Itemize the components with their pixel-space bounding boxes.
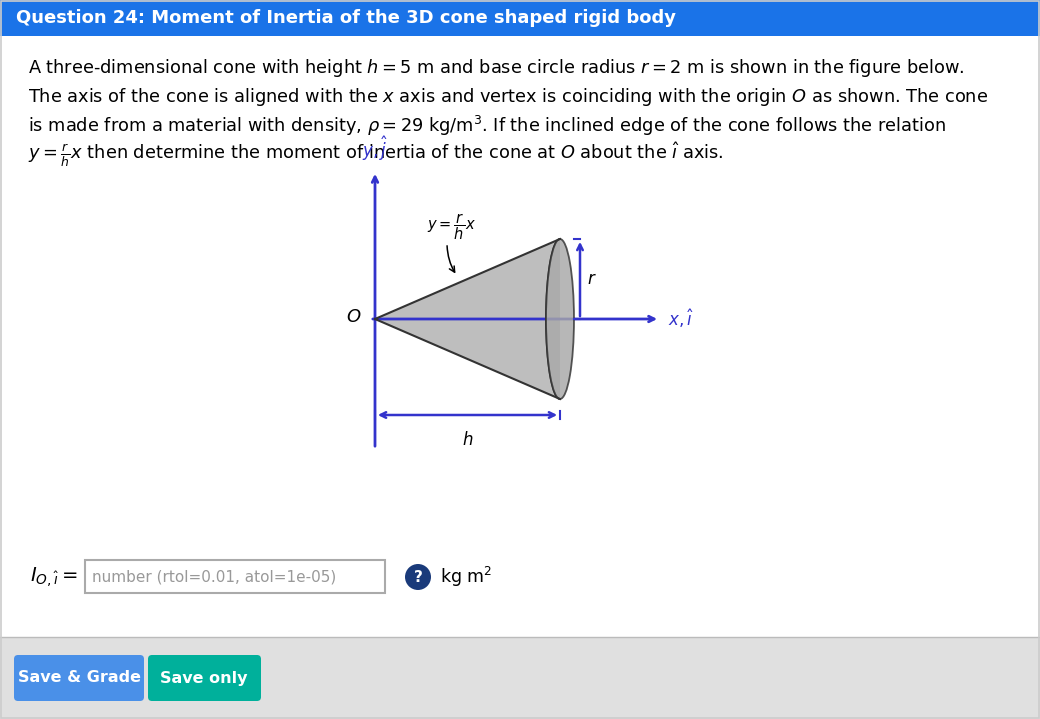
- Bar: [0, 0, 1040, 36]
- Text: $O$: $O$: [345, 308, 361, 326]
- Bar: [0, 637, 1040, 719]
- Text: Question 24: Moment of Inertia of the 3D cone shaped rigid body: Question 24: Moment of Inertia of the 3D…: [16, 9, 676, 27]
- Text: $y, \hat{j}$: $y, \hat{j}$: [362, 134, 388, 163]
- Circle shape: [405, 564, 431, 590]
- FancyBboxPatch shape: [148, 655, 261, 701]
- Text: $I_{O,\hat{\imath}} =$: $I_{O,\hat{\imath}} =$: [30, 565, 78, 589]
- Polygon shape: [375, 239, 560, 399]
- Text: A three-dimensional cone with height $h = 5$ m and base circle radius $r = 2$ m : A three-dimensional cone with height $h …: [28, 57, 964, 79]
- Text: The axis of the cone is aligned with the $x$ axis and vertex is coinciding with : The axis of the cone is aligned with the…: [28, 86, 988, 108]
- Text: number (rtol=0.01, atol=1e-05): number (rtol=0.01, atol=1e-05): [92, 569, 336, 585]
- Text: Save only: Save only: [160, 671, 248, 685]
- Text: $r$: $r$: [587, 270, 597, 288]
- Text: is made from a material with density, $\rho = 29$ kg/m$^3$. If the inclined edge: is made from a material with density, $\…: [28, 114, 946, 138]
- FancyBboxPatch shape: [14, 655, 144, 701]
- Bar: [0, 36, 1040, 637]
- Text: Save & Grade: Save & Grade: [18, 671, 140, 685]
- Text: $y = \frac{r}{h}x$ then determine the moment of inertia of the cone at $O$ about: $y = \frac{r}{h}x$ then determine the mo…: [28, 141, 724, 169]
- FancyBboxPatch shape: [85, 560, 385, 593]
- Text: $y = \dfrac{r}{h}x$: $y = \dfrac{r}{h}x$: [427, 211, 476, 242]
- Text: kg m$^2$: kg m$^2$: [440, 565, 492, 589]
- Text: $x, \hat{\imath}$: $x, \hat{\imath}$: [668, 308, 694, 330]
- Text: ?: ?: [414, 569, 422, 585]
- Text: $h$: $h$: [462, 431, 473, 449]
- Ellipse shape: [546, 239, 574, 399]
